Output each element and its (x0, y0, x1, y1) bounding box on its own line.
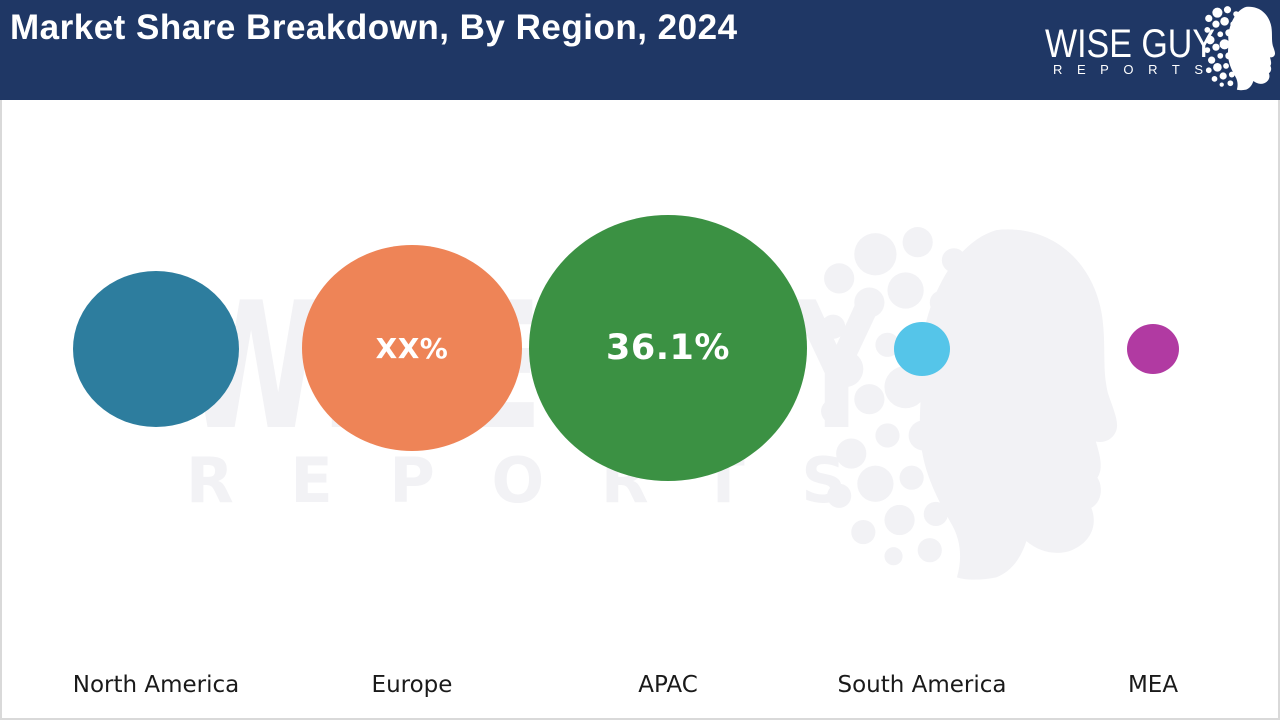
category-label-apac: APAC (638, 672, 698, 698)
category-label-north-america: North America (72, 672, 240, 698)
bubble-europe: XX% (302, 245, 522, 451)
bubble-south-america (894, 322, 950, 376)
bubble-mea (1127, 324, 1179, 374)
category-label-south-america: South America (837, 672, 1007, 698)
category-label-mea: MEA (1127, 672, 1179, 698)
bubble-value-apac: 36.1% (606, 328, 730, 368)
bubble-apac: 36.1% (529, 215, 807, 481)
logo-head-icon (1204, 6, 1276, 91)
bubble-value-europe: XX% (375, 331, 449, 365)
category-label-europe: Europe (371, 672, 453, 698)
wise-guy-reports-logo: WISE GUY REPORTS (1045, 6, 1276, 91)
bubble-north-america (73, 271, 239, 427)
page-title: Market Share Breakdown, By Region, 2024 (10, 8, 738, 47)
header-bar: Market Share Breakdown, By Region, 2024 … (0, 0, 1280, 100)
chart-area: WISE GUY REPORTS XX% 36.1% North America… (0, 100, 1280, 720)
logo-text-line1: WISE GUY (1045, 22, 1215, 66)
